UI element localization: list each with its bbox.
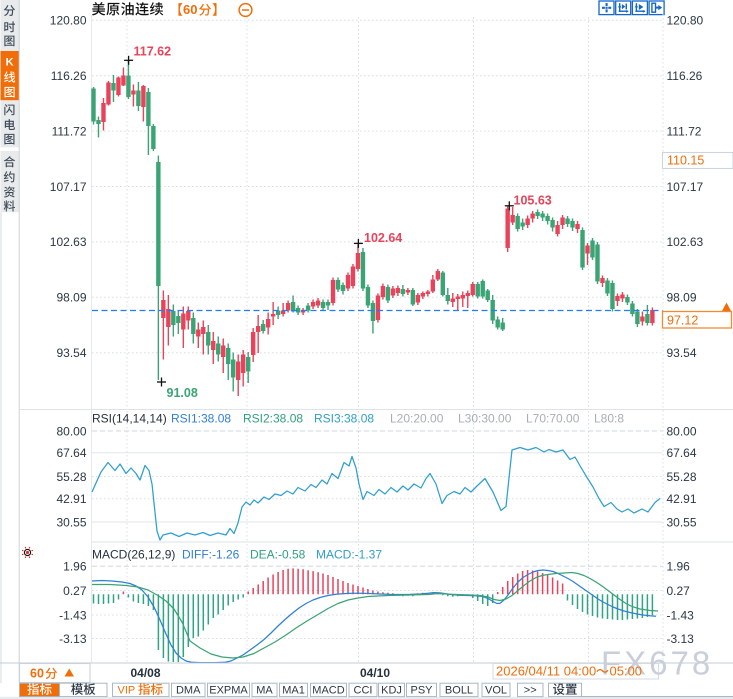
svg-text:80.00: 80.00: [56, 424, 86, 438]
svg-text:107.17: 107.17: [667, 180, 704, 194]
svg-text:102.63: 102.63: [667, 235, 704, 249]
svg-text:30.55: 30.55: [667, 515, 697, 529]
svg-text:91.08: 91.08: [167, 386, 198, 400]
svg-text:105.63: 105.63: [514, 194, 552, 208]
svg-text:L70:70.00: L70:70.00: [526, 412, 580, 426]
svg-text:05:00: 05:00: [610, 664, 643, 679]
svg-text:55.28: 55.28: [667, 470, 697, 484]
svg-text:VOL: VOL: [485, 684, 507, 696]
svg-text:116.26: 116.26: [51, 69, 87, 83]
svg-text:DMA: DMA: [176, 684, 201, 696]
svg-text:107.17: 107.17: [50, 180, 87, 194]
svg-text:RSI3:38.08: RSI3:38.08: [314, 412, 374, 426]
svg-text:FX678: FX678: [601, 645, 713, 682]
svg-text:93.54: 93.54: [667, 346, 697, 360]
svg-text:04/08: 04/08: [130, 666, 160, 680]
svg-text:80.00: 80.00: [667, 424, 697, 438]
svg-text:RSI1:38.08: RSI1:38.08: [171, 412, 231, 426]
svg-text:111.72: 111.72: [667, 124, 702, 138]
svg-text:L80:8: L80:8: [594, 412, 624, 426]
svg-text:97.12: 97.12: [667, 313, 698, 327]
svg-text:L30:30.00: L30:30.00: [458, 412, 512, 426]
svg-text:-1.43: -1.43: [667, 608, 695, 622]
svg-text:L20:20.00: L20:20.00: [390, 412, 444, 426]
svg-text:30.55: 30.55: [56, 515, 86, 529]
svg-text:VIP: VIP: [118, 684, 136, 696]
svg-text:MACD:-1.37: MACD:-1.37: [316, 548, 382, 562]
svg-text:04/10: 04/10: [360, 666, 390, 680]
svg-text:BOLL: BOLL: [445, 684, 473, 696]
svg-text:CCI: CCI: [354, 684, 373, 696]
svg-text:0.27: 0.27: [667, 584, 691, 598]
svg-text:102.63: 102.63: [50, 235, 87, 249]
svg-text:>>: >>: [524, 684, 537, 696]
svg-text:67.64: 67.64: [56, 446, 86, 460]
svg-text:1.96: 1.96: [667, 560, 691, 574]
svg-text:60: 60: [183, 2, 197, 17]
svg-text:-3.13: -3.13: [59, 632, 87, 646]
svg-text:98.09: 98.09: [667, 291, 697, 305]
svg-text:60: 60: [30, 667, 44, 681]
svg-text:RSI2:38.08: RSI2:38.08: [243, 412, 303, 426]
svg-text:MACD: MACD: [312, 684, 344, 696]
svg-text:K: K: [6, 57, 14, 69]
svg-text:120.80: 120.80: [667, 14, 704, 28]
svg-text:42.91: 42.91: [667, 492, 697, 506]
svg-text:EXPMA: EXPMA: [209, 684, 248, 696]
svg-text:-1.43: -1.43: [59, 608, 87, 622]
svg-text:93.54: 93.54: [56, 346, 86, 360]
svg-text:MACD(26,12,9): MACD(26,12,9): [92, 548, 175, 562]
svg-text:55.28: 55.28: [56, 470, 86, 484]
svg-text:DIFF:-1.26: DIFF:-1.26: [182, 548, 240, 562]
svg-text:42.91: 42.91: [56, 492, 86, 506]
svg-text:KDJ: KDJ: [381, 684, 402, 696]
svg-text:MA: MA: [256, 684, 273, 696]
svg-text:120.80: 120.80: [50, 14, 87, 28]
svg-text:PSY: PSY: [410, 684, 433, 696]
svg-text:DEA:-0.58: DEA:-0.58: [250, 548, 306, 562]
svg-text:116.26: 116.26: [667, 69, 703, 83]
svg-text:1.96: 1.96: [63, 560, 87, 574]
svg-text:111.72: 111.72: [52, 124, 87, 138]
svg-text:67.64: 67.64: [667, 446, 697, 460]
svg-text:0.27: 0.27: [63, 584, 87, 598]
svg-text:2026/04/11 04:00: 2026/04/11 04:00: [496, 664, 596, 679]
svg-text:110.15: 110.15: [667, 154, 704, 168]
svg-text:-3.13: -3.13: [667, 632, 695, 646]
svg-text:MA1: MA1: [282, 684, 305, 696]
svg-text:102.64: 102.64: [364, 231, 402, 245]
svg-text:117.62: 117.62: [134, 45, 172, 59]
svg-text:98.09: 98.09: [56, 291, 86, 305]
svg-text:RSI(14,14,14): RSI(14,14,14): [92, 412, 167, 426]
